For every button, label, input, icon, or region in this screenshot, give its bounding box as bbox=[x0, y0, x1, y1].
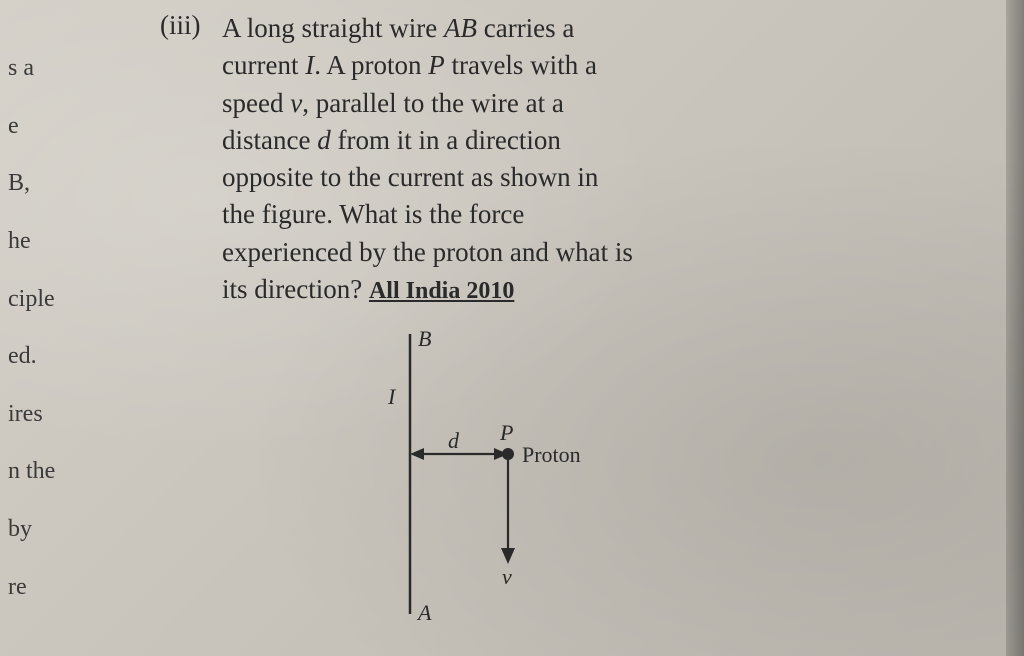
var-AB: AB bbox=[444, 13, 477, 43]
question-number: (iii) bbox=[160, 10, 201, 41]
proton-dot bbox=[502, 448, 514, 460]
text: distance bbox=[222, 125, 317, 155]
text: the figure. What is the force bbox=[222, 199, 524, 229]
page-right-edge bbox=[1006, 0, 1024, 656]
question-body: A long straight wire AB carries a curren… bbox=[222, 10, 980, 308]
text: . A proton bbox=[314, 50, 428, 80]
label-P: P bbox=[499, 420, 513, 445]
label-v: v bbox=[502, 564, 512, 589]
source-citation: All India 2010 bbox=[369, 278, 514, 304]
var-v: v bbox=[290, 88, 302, 118]
var-I: I bbox=[305, 50, 314, 80]
label-proton-word: Proton bbox=[522, 442, 581, 467]
margin-text: B, bbox=[8, 170, 82, 197]
margin-text: ed. bbox=[8, 343, 82, 370]
label-A: A bbox=[416, 600, 432, 625]
label-d: d bbox=[448, 428, 460, 453]
text: , parallel to the wire at a bbox=[302, 88, 564, 118]
margin-text: re bbox=[8, 574, 82, 601]
text: speed bbox=[222, 88, 290, 118]
label-B: B bbox=[418, 326, 431, 351]
margin-text: s a bbox=[8, 55, 82, 82]
var-P: P bbox=[428, 50, 445, 80]
left-margin-fragments: s a e B, he ciple ed. ires n the by re bbox=[0, 0, 90, 656]
margin-text: by bbox=[8, 516, 82, 543]
margin-text: e bbox=[8, 113, 82, 140]
var-d: d bbox=[317, 125, 331, 155]
text: opposite to the current as shown in bbox=[222, 162, 598, 192]
physics-figure: B A I d P Proton v bbox=[340, 324, 620, 634]
text: from it in a direction bbox=[331, 125, 561, 155]
arrowhead-down-icon bbox=[501, 548, 515, 564]
margin-text: he bbox=[8, 228, 82, 255]
text: its direction? bbox=[222, 274, 369, 304]
text: carries a bbox=[477, 13, 574, 43]
text: A long straight wire bbox=[222, 13, 444, 43]
text: experienced by the proton and what is bbox=[222, 237, 633, 267]
margin-text: n the bbox=[8, 458, 82, 485]
text: current bbox=[222, 50, 305, 80]
label-I: I bbox=[387, 384, 397, 409]
text: travels with a bbox=[445, 50, 597, 80]
figure-svg: B A I d P Proton v bbox=[340, 324, 620, 634]
question-content: (iii) A long straight wire AB carries a … bbox=[160, 10, 980, 308]
margin-text: ciple bbox=[8, 286, 82, 313]
arrowhead-left-icon bbox=[410, 448, 424, 460]
margin-text: ires bbox=[8, 401, 82, 428]
